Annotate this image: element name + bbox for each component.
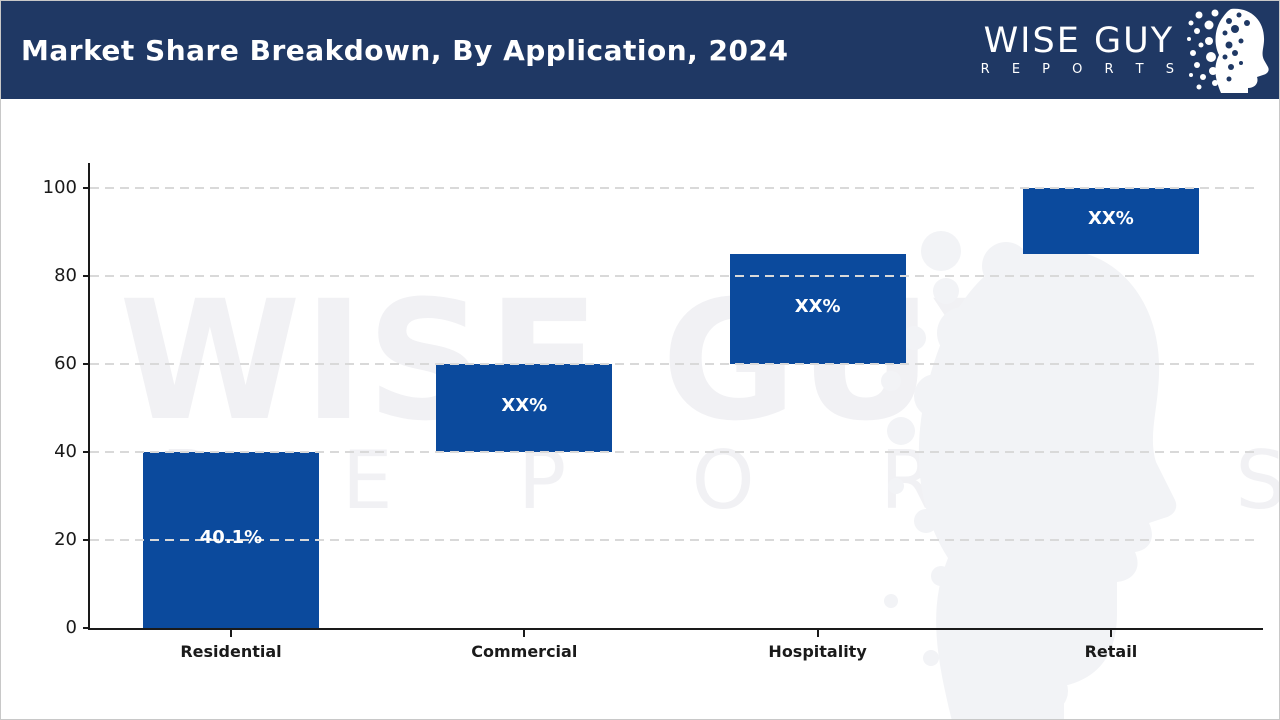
bar-value-label: XX% [501,394,548,416]
brand-subname: R E P O R T S [980,62,1183,77]
x-axis-tick [1109,630,1112,637]
y-axis-tick-label: 40 [54,441,77,462]
header-banner: Market Share Breakdown, By Application, … [1,1,1279,99]
bar-commercial [436,363,613,452]
dotted-head-profile-watermark [877,231,1177,719]
y-axis-tick [83,187,90,189]
y-gridline [90,187,1259,189]
x-axis-tick [230,630,232,637]
y-gridline [90,275,1259,277]
bar-value-label: XX% [794,295,841,317]
x-axis-tick [523,630,526,637]
y-axis-tick-label: 0 [65,617,77,638]
y-axis-tick [83,627,90,629]
y-gridline [90,539,1259,541]
brand-name: WISE GUY [983,21,1175,61]
x-axis-category-label: Retail [1084,642,1138,661]
y-gridline [90,363,1259,365]
bar-value-label: 40.1% [199,526,263,548]
y-axis-tick [83,451,90,453]
x-axis-category-label: Residential [180,642,282,661]
y-axis-tick [83,363,90,365]
x-axis-category-label: Hospitality [768,642,867,661]
dotted-head-profile-icon [1187,8,1269,93]
x-axis-category-label: Commercial [471,642,578,661]
bar-retail [1022,188,1199,254]
page-title: Market Share Breakdown, By Application, … [21,33,789,67]
x-axis-tick [816,630,819,637]
bar-value-label: XX% [1087,207,1134,229]
y-axis-tick-label: 20 [54,529,77,550]
y-axis-spine [88,163,90,630]
y-axis-tick-label: 100 [42,177,77,198]
y-gridline [90,451,1259,453]
y-axis-tick [83,539,90,541]
bar-hospitality [729,253,906,364]
y-axis-tick-label: 60 [54,353,77,374]
brand-logo-text: WISE GUY R E P O R T S [975,21,1183,77]
y-axis-tick-label: 80 [54,265,77,286]
brand-logo: WISE GUY R E P O R T S [975,7,1269,93]
y-axis-tick [83,275,90,277]
x-axis-spine [88,628,1263,630]
